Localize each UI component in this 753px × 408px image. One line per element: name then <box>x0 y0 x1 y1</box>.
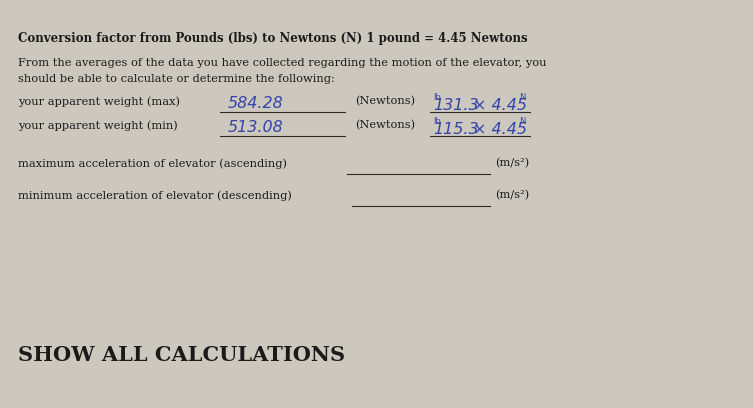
Text: × 4.45: × 4.45 <box>473 122 527 137</box>
Text: Conversion factor from Pounds (lbs) to Newtons (N) 1 pound = 4.45 Newtons: Conversion factor from Pounds (lbs) to N… <box>18 32 528 45</box>
Text: 131.3: 131.3 <box>433 98 479 113</box>
Text: lb: lb <box>433 93 441 102</box>
Text: maximum acceleration of elevator (ascending): maximum acceleration of elevator (ascend… <box>18 158 287 169</box>
Text: × 4.45: × 4.45 <box>473 98 527 113</box>
Text: (m/s²): (m/s²) <box>495 158 529 169</box>
Text: 513.08: 513.08 <box>228 120 284 135</box>
Text: (m/s²): (m/s²) <box>495 190 529 200</box>
Text: 584.28: 584.28 <box>228 96 284 111</box>
Text: minimum acceleration of elevator (descending): minimum acceleration of elevator (descen… <box>18 190 292 201</box>
Text: N: N <box>519 117 526 126</box>
Text: N: N <box>519 93 526 102</box>
Text: your apparent weight (min): your apparent weight (min) <box>18 120 178 131</box>
Text: lb: lb <box>433 117 441 126</box>
Text: SHOW ALL CALCULATIONS: SHOW ALL CALCULATIONS <box>18 345 345 365</box>
Text: your apparent weight (max): your apparent weight (max) <box>18 96 180 106</box>
Text: 115.3: 115.3 <box>433 122 479 137</box>
Text: (Newtons): (Newtons) <box>355 120 415 130</box>
Text: (Newtons): (Newtons) <box>355 96 415 106</box>
Text: From the averages of the data you have collected regarding the motion of the ele: From the averages of the data you have c… <box>18 58 547 68</box>
Text: should be able to calculate or determine the following:: should be able to calculate or determine… <box>18 74 335 84</box>
